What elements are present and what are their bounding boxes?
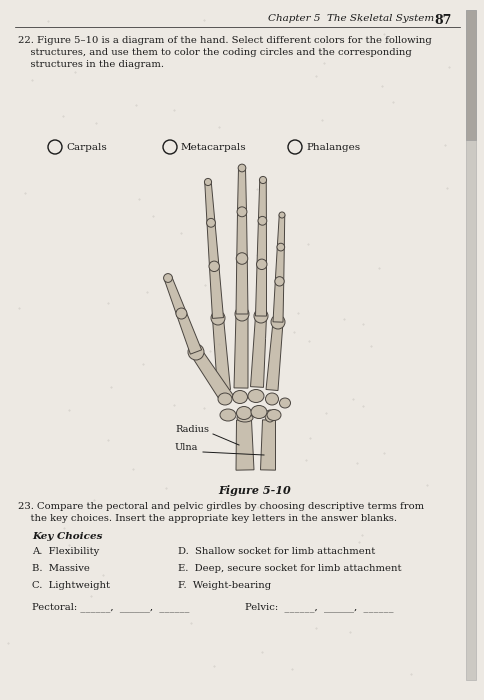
Text: Pectoral: ______,  ______,  ______: Pectoral: ______, ______, ______ — [32, 602, 189, 612]
Circle shape — [275, 276, 284, 286]
Polygon shape — [236, 420, 254, 470]
Polygon shape — [212, 318, 230, 391]
Circle shape — [164, 274, 172, 282]
Ellipse shape — [279, 398, 290, 408]
Polygon shape — [266, 321, 283, 391]
Polygon shape — [210, 266, 224, 318]
Polygon shape — [191, 349, 234, 404]
Text: C.  Lightweight: C. Lightweight — [32, 581, 110, 590]
Polygon shape — [258, 180, 266, 221]
Text: Chapter 5  The Skeletal System: Chapter 5 The Skeletal System — [268, 14, 434, 23]
Polygon shape — [273, 281, 284, 322]
Circle shape — [271, 315, 285, 329]
Circle shape — [176, 308, 187, 319]
Circle shape — [237, 207, 247, 217]
Circle shape — [257, 259, 267, 270]
Text: Carpals: Carpals — [66, 143, 107, 151]
Text: Key Choices: Key Choices — [32, 532, 103, 541]
Text: structures, and use them to color the coding circles and the corresponding: structures, and use them to color the co… — [18, 48, 412, 57]
Text: 22. Figure 5–10 is a diagram of the hand. Select different colors for the follow: 22. Figure 5–10 is a diagram of the hand… — [18, 36, 432, 45]
FancyBboxPatch shape — [466, 10, 476, 140]
Polygon shape — [236, 258, 248, 314]
Circle shape — [211, 311, 225, 325]
Circle shape — [204, 178, 212, 186]
Text: B.  Massive: B. Massive — [32, 564, 90, 573]
Text: Metacarpals: Metacarpals — [181, 143, 247, 151]
Ellipse shape — [237, 407, 252, 419]
FancyBboxPatch shape — [466, 10, 476, 680]
Circle shape — [279, 212, 285, 218]
Polygon shape — [205, 182, 215, 223]
Polygon shape — [277, 215, 285, 247]
Circle shape — [236, 253, 248, 265]
Text: the key choices. Insert the appropriate key letters in the answer blanks.: the key choices. Insert the appropriate … — [18, 514, 397, 523]
Text: E.  Deep, secure socket for limb attachment: E. Deep, secure socket for limb attachme… — [178, 564, 402, 573]
Circle shape — [259, 176, 267, 183]
Ellipse shape — [265, 410, 275, 422]
Text: 23. Compare the pectoral and pelvic girdles by choosing descriptive terms from: 23. Compare the pectoral and pelvic gird… — [18, 502, 424, 511]
Text: Radius: Radius — [175, 426, 209, 435]
Text: structures in the diagram.: structures in the diagram. — [18, 60, 164, 69]
Polygon shape — [164, 276, 186, 315]
Ellipse shape — [267, 410, 281, 421]
Text: A.  Flexibility: A. Flexibility — [32, 547, 99, 556]
Polygon shape — [256, 265, 267, 316]
Ellipse shape — [266, 393, 278, 405]
Ellipse shape — [218, 393, 232, 405]
Circle shape — [209, 261, 219, 272]
Text: 87: 87 — [434, 14, 452, 27]
Polygon shape — [237, 212, 247, 258]
Text: D.  Shallow socket for limb attachment: D. Shallow socket for limb attachment — [178, 547, 375, 556]
Polygon shape — [275, 247, 284, 281]
Polygon shape — [251, 316, 267, 387]
Circle shape — [254, 309, 268, 323]
Circle shape — [277, 244, 285, 251]
Polygon shape — [177, 312, 202, 354]
Ellipse shape — [232, 391, 247, 403]
Text: Ulna: Ulna — [175, 444, 198, 452]
Polygon shape — [257, 220, 267, 265]
Circle shape — [235, 307, 249, 321]
Text: Figure 5-10: Figure 5-10 — [219, 485, 291, 496]
Ellipse shape — [220, 409, 236, 421]
Text: Pelvic:  ______,  ______,  ______: Pelvic: ______, ______, ______ — [245, 602, 393, 612]
Circle shape — [258, 216, 267, 225]
Ellipse shape — [237, 414, 253, 422]
Polygon shape — [207, 223, 219, 267]
Circle shape — [238, 164, 246, 172]
Text: F.  Weight-bearing: F. Weight-bearing — [178, 581, 271, 590]
Ellipse shape — [248, 389, 264, 402]
Polygon shape — [234, 314, 248, 388]
Ellipse shape — [251, 405, 267, 419]
Polygon shape — [260, 420, 275, 470]
Polygon shape — [238, 168, 246, 212]
Circle shape — [207, 218, 215, 228]
Circle shape — [188, 344, 204, 360]
Text: Phalanges: Phalanges — [306, 143, 360, 151]
